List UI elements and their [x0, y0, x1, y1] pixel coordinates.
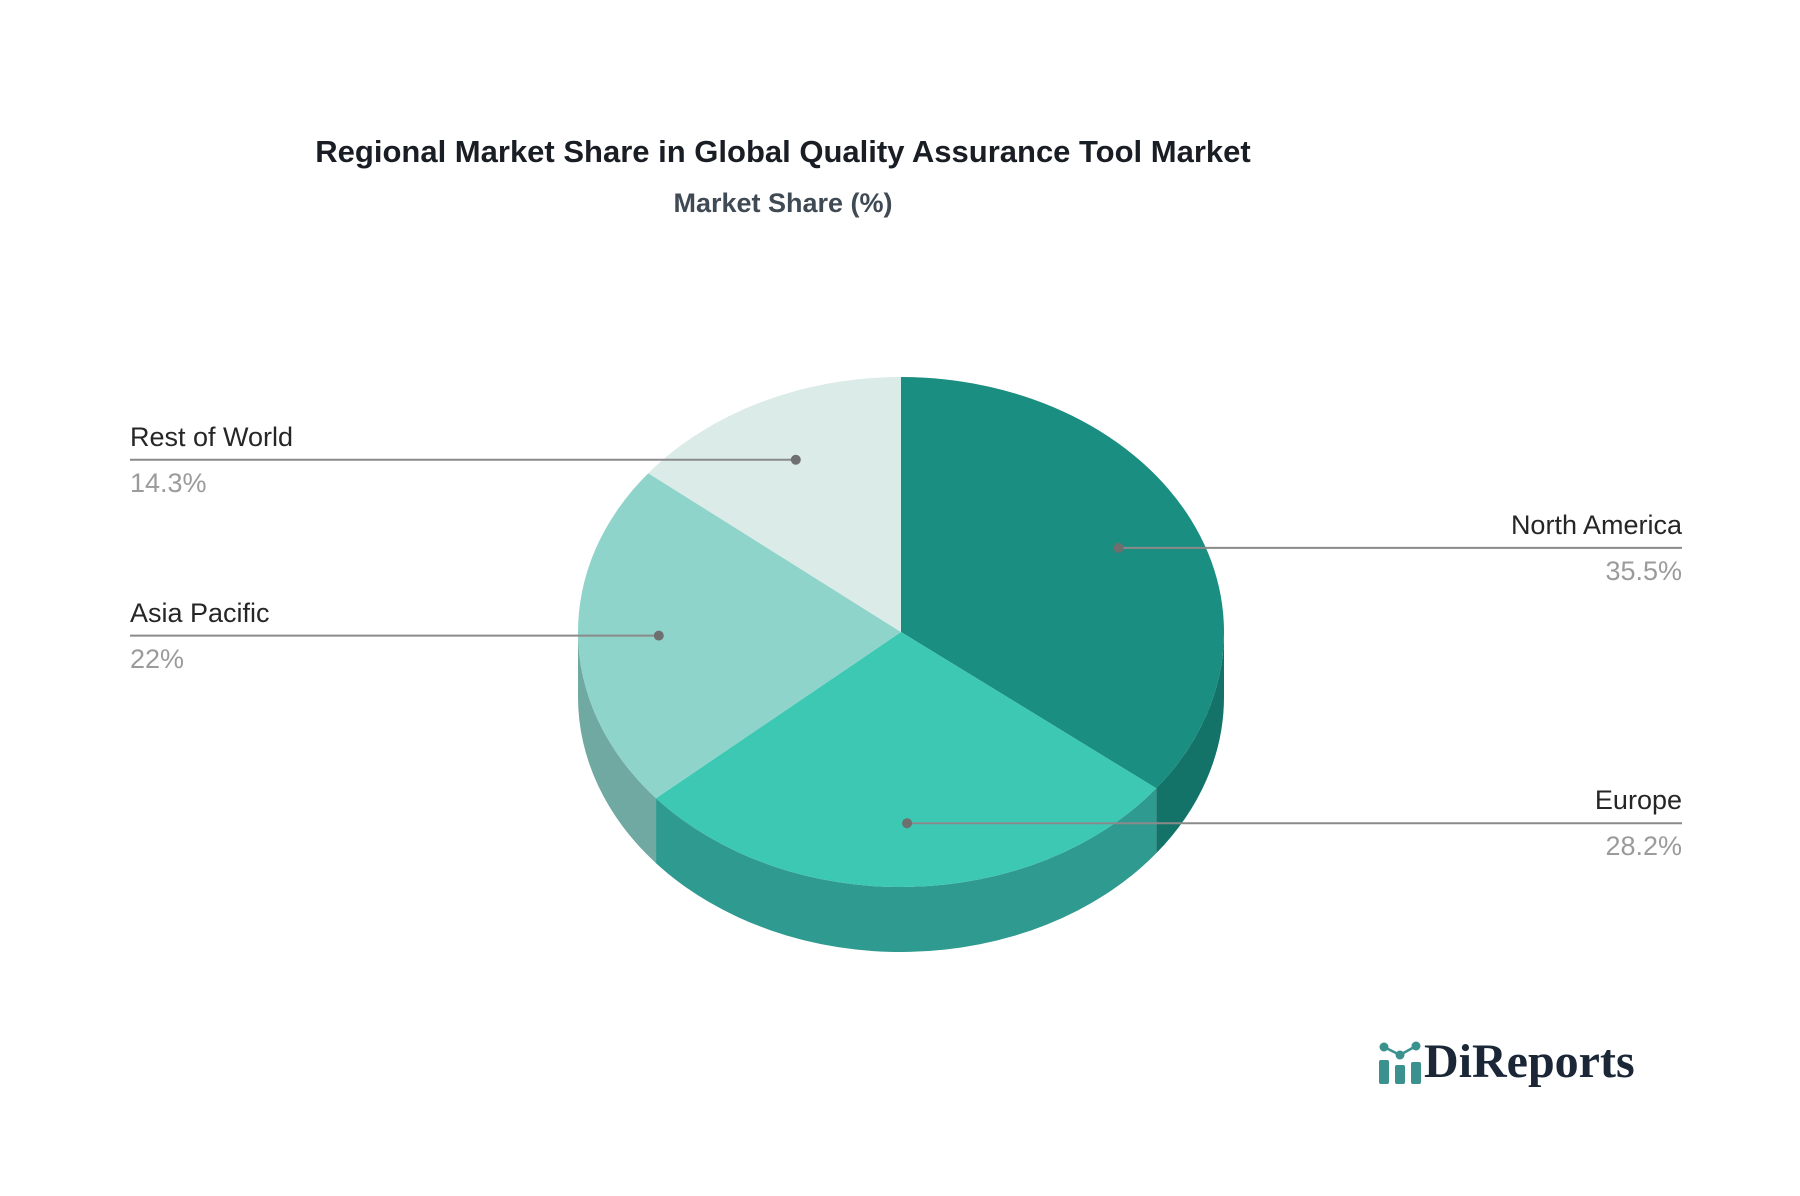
- slice-value: 28.2%: [1605, 831, 1682, 862]
- slice-name: Europe: [1594, 785, 1682, 816]
- chart-title: Regional Market Share in Global Quality …: [315, 134, 1251, 169]
- pie-slice-side-europe: [656, 788, 1157, 953]
- pie-slice-side-asia-pacific: [578, 632, 657, 864]
- chart-subtitle: Market Share (%): [673, 188, 893, 218]
- pie-slice-rest-of-world[interactable]: [648, 377, 901, 632]
- pie-slice-north-america[interactable]: [901, 377, 1224, 789]
- slice-name: Rest of World: [130, 421, 294, 452]
- bar-chart-logo-icon: [1379, 1041, 1421, 1084]
- slice-value: 22%: [130, 643, 185, 674]
- slice-value: 14.3%: [130, 467, 207, 498]
- slice-name: Asia Pacific: [130, 597, 270, 628]
- logo-text: DiReports: [1424, 1035, 1635, 1088]
- slice-value: 35.5%: [1605, 555, 1682, 586]
- leader-dot-rest-of-world: [790, 454, 801, 465]
- leader-dot-europe: [902, 818, 913, 829]
- leader-dot-north-america: [1113, 542, 1124, 553]
- pie-slice-asia-pacific[interactable]: [578, 473, 901, 799]
- pie-slice-side-north-america: [1156, 632, 1224, 854]
- direports-logo: DiReports: [1378, 1038, 1698, 1108]
- leader-dot-asia-pacific: [653, 630, 664, 641]
- slice-name: North America: [1510, 509, 1682, 540]
